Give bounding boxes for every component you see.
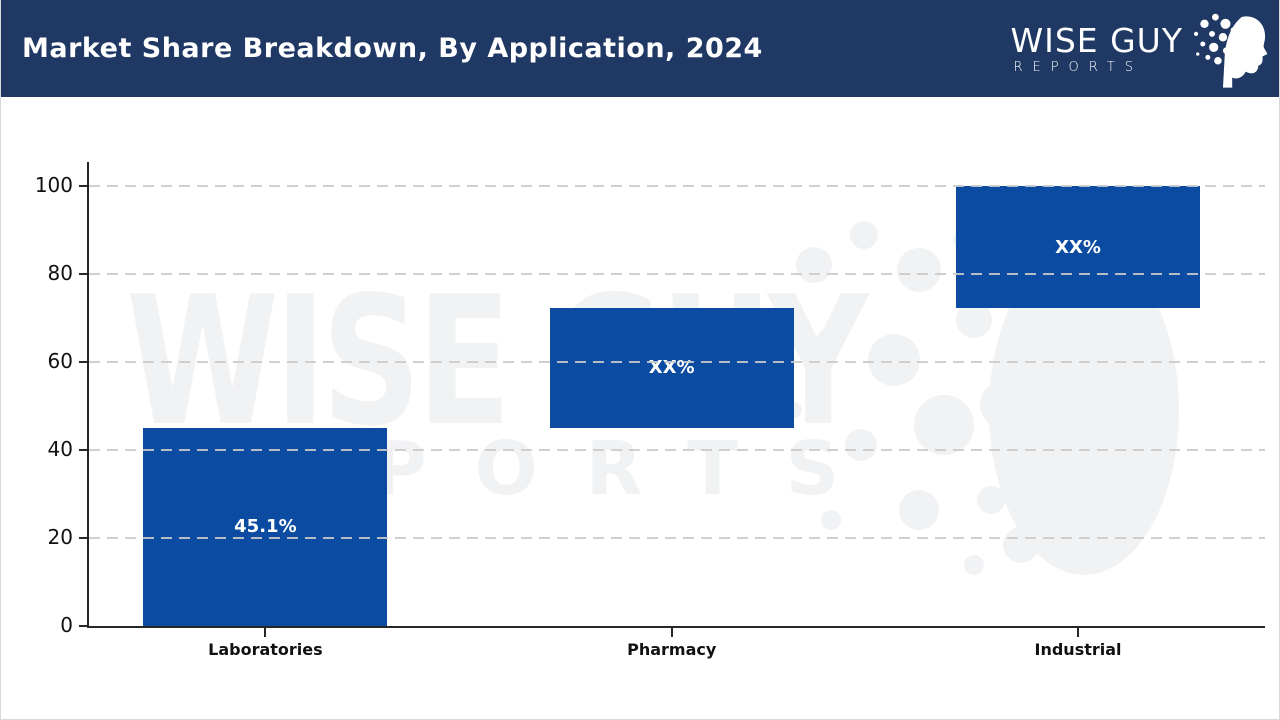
x-axis-line (87, 626, 1265, 628)
y-tick-label-0: 0 (60, 613, 73, 637)
plot-area: 0 20 40 60 80 100 45.1% XX% XX% Laboratories Pharm… (35, 160, 1265, 659)
wise-guy-logo: WISE GUY REPORTS (1010, 6, 1271, 92)
y-tick-label-80: 80 (47, 261, 73, 286)
bar-pharmacy: XX% (549, 307, 794, 428)
y-tick-60 (79, 361, 87, 364)
bar-industrial: XX% (956, 186, 1201, 308)
bar-laboratories: 45.1% (143, 427, 388, 626)
bar-value-label-industrial: XX% (1055, 236, 1101, 258)
x-tick-label-pharmacy: Pharmacy (627, 640, 717, 659)
y-tick-label-60: 60 (47, 349, 73, 374)
y-tick-40 (79, 449, 87, 452)
wise-guy-head-icon (1193, 13, 1268, 88)
x-tick-industrial (1077, 628, 1080, 637)
y-tick-0 (79, 625, 87, 627)
y-tick-20 (79, 537, 87, 540)
y-tick-100 (79, 185, 87, 188)
logo-wordmark-line2: REPORTS (1013, 60, 1144, 75)
y-tick-label-100: 100 (34, 173, 73, 198)
gridline-80 (89, 273, 1265, 276)
logo-wordmark: WISE GUY REPORTS (1010, 24, 1183, 74)
y-tick-label-40: 40 (47, 437, 73, 462)
page-title: Market Share Breakdown, By Application, … (22, 33, 763, 64)
x-tick-label-industrial: Industrial (1034, 640, 1122, 659)
x-tick-laboratories (264, 628, 267, 637)
y-tick-80 (79, 273, 87, 276)
header: Market Share Breakdown, By Application, … (1, 0, 1279, 97)
bar-value-label-laboratories: 45.1% (234, 516, 297, 538)
x-tick-pharmacy (670, 628, 673, 637)
y-tick-label-20: 20 (47, 525, 73, 550)
gridline-100 (89, 185, 1265, 188)
watermark-head-icon (786, 221, 1179, 575)
y-axis-line (87, 162, 89, 626)
x-tick-label-laboratories: Laboratories (208, 640, 323, 659)
logo-wordmark-line1: WISE GUY (1010, 21, 1183, 60)
gridline-60 (89, 361, 1265, 364)
gridline-40 (89, 449, 1265, 452)
gridline-20 (89, 537, 1265, 540)
